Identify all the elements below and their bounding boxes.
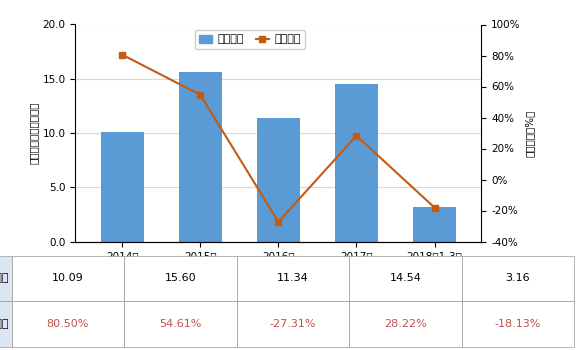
Bar (179, 72, 222, 242)
Bar (413, 207, 456, 241)
Y-axis label: 同比增长（%）: 同比增长（%） (525, 109, 535, 157)
Legend: 进口金额, 同比增长: 进口金额, 同比增长 (195, 30, 306, 49)
Bar (101, 132, 144, 241)
Bar (335, 84, 378, 242)
Y-axis label: 进口金额（百万美元）: 进口金额（百万美元） (28, 102, 38, 164)
Bar (257, 118, 300, 242)
